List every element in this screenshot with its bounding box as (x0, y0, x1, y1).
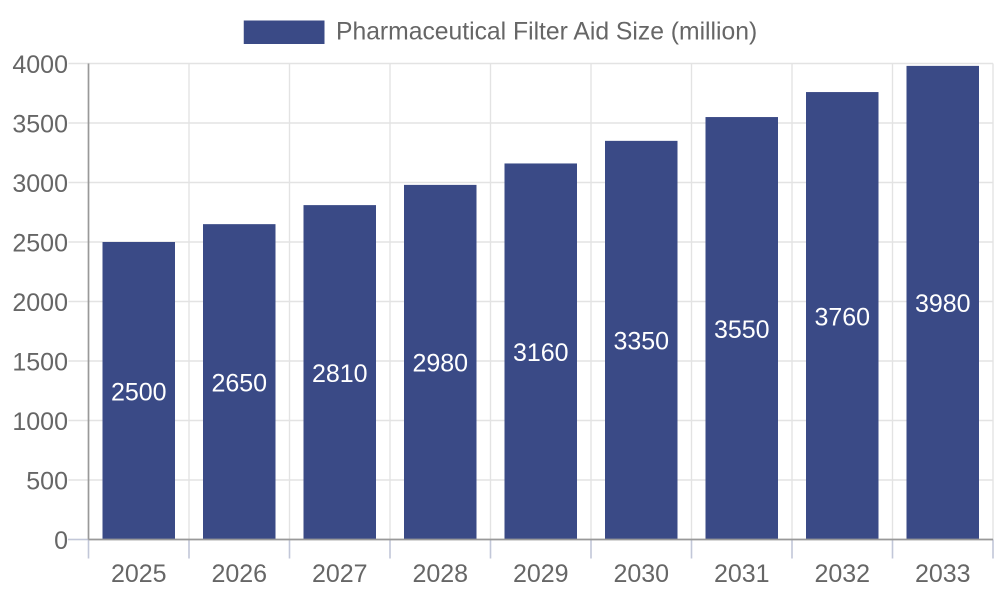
svg-text:2000: 2000 (12, 289, 68, 317)
svg-text:500: 500 (26, 468, 68, 496)
svg-text:2027: 2027 (312, 560, 368, 588)
svg-text:2810: 2810 (312, 360, 368, 388)
svg-text:3350: 3350 (613, 328, 669, 356)
svg-text:1000: 1000 (12, 408, 68, 436)
svg-text:2650: 2650 (211, 369, 267, 397)
svg-text:3980: 3980 (915, 290, 971, 318)
svg-text:2029: 2029 (513, 560, 569, 588)
svg-text:2025: 2025 (111, 560, 167, 588)
svg-text:2033: 2033 (915, 560, 971, 588)
svg-text:3160: 3160 (513, 339, 569, 367)
svg-text:2032: 2032 (814, 560, 870, 588)
svg-text:2500: 2500 (111, 378, 167, 406)
svg-text:3500: 3500 (12, 111, 68, 139)
svg-text:2030: 2030 (613, 560, 669, 588)
svg-text:2031: 2031 (714, 560, 770, 588)
svg-text:2028: 2028 (412, 560, 468, 588)
svg-text:2026: 2026 (211, 560, 267, 588)
svg-text:Pharmaceutical Filter Aid Size: Pharmaceutical Filter Aid Size (million) (336, 19, 757, 46)
svg-text:3000: 3000 (12, 170, 68, 198)
svg-text:3550: 3550 (714, 316, 770, 344)
svg-text:0: 0 (54, 527, 68, 555)
svg-text:2500: 2500 (12, 230, 68, 258)
svg-text:1500: 1500 (12, 349, 68, 377)
svg-text:2980: 2980 (412, 350, 468, 378)
svg-text:3760: 3760 (814, 303, 870, 331)
svg-text:4000: 4000 (12, 51, 68, 79)
